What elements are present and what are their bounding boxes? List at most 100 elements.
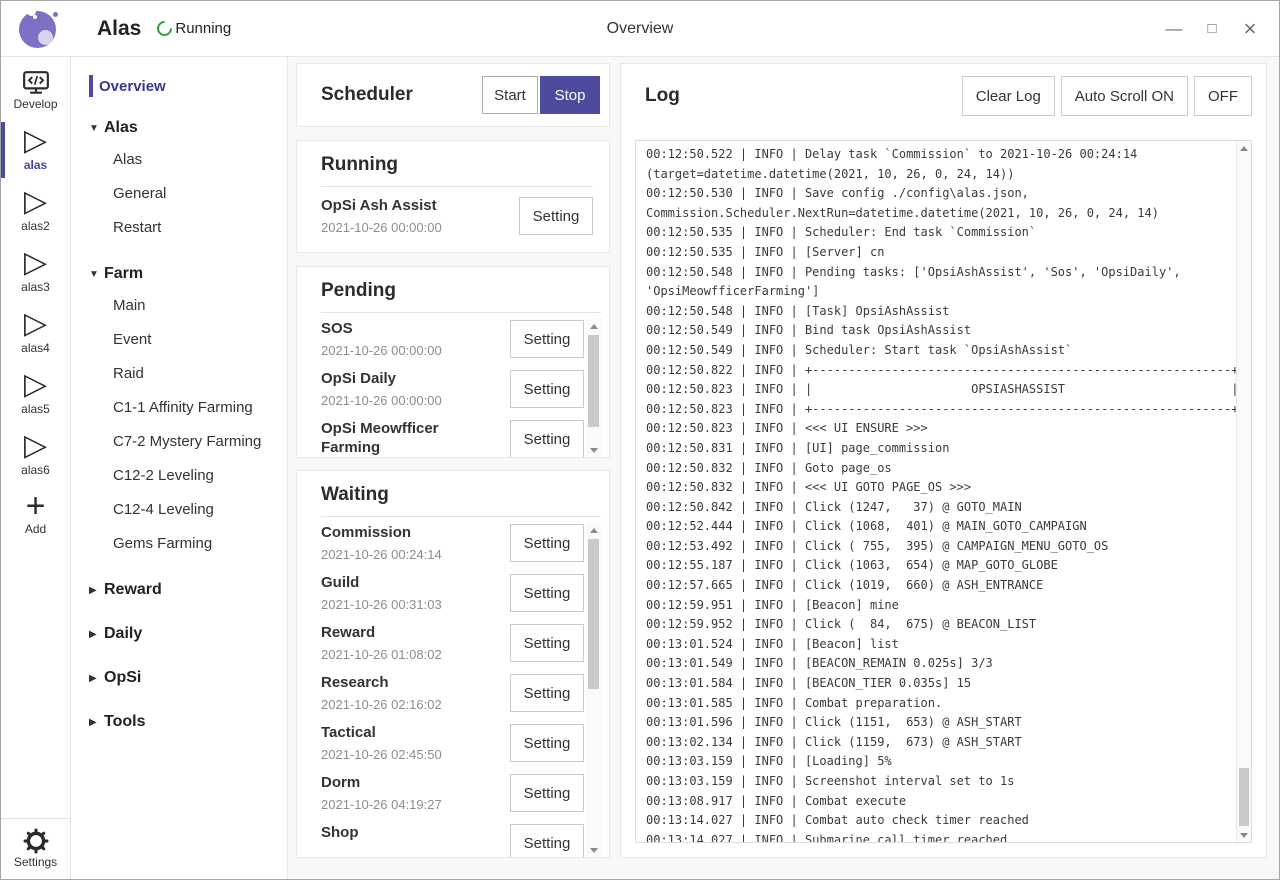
setting-button[interactable]: Setting	[510, 774, 584, 812]
nav-item-event[interactable]: Event	[113, 331, 152, 348]
clear-log-button[interactable]: Clear Log	[961, 76, 1055, 116]
auto-scroll-on-button[interactable]: Auto Scroll ON	[1060, 76, 1188, 116]
start-button[interactable]: Start	[482, 76, 538, 114]
chevron-right-icon: ▶	[89, 672, 97, 684]
rail-item-label: alas	[23, 158, 48, 172]
main-area: Develop ▷ alas ▷ alas2 ▷ alas3 ▷ alas4 ▷…	[1, 57, 1279, 879]
rail-item-add[interactable]: + Add	[1, 488, 70, 542]
task-name: Guild	[321, 574, 360, 591]
waiting-scrollbar[interactable]	[586, 523, 601, 857]
task-row: Reward 2021-10-26 01:08:02 Setting	[321, 623, 584, 673]
waiting-panel: Waiting Commission 2021-10-26 00:24:14 S…	[296, 470, 610, 858]
task-name: SOS	[321, 320, 353, 337]
task-name: Tactical	[321, 724, 376, 741]
nav-section-daily[interactable]: ▶ Daily	[71, 619, 287, 649]
nav-section-label: Farm	[104, 265, 144, 282]
scrollbar-thumb[interactable]	[588, 539, 599, 689]
task-name: OpSi Ash Assist	[321, 197, 437, 214]
nav-item-c1-1-affinity-farming[interactable]: C1-1 Affinity Farming	[113, 399, 253, 416]
app-logo-icon	[17, 6, 61, 51]
running-title: Running	[321, 154, 593, 187]
app-title: Alas	[97, 16, 142, 40]
rail-item-develop[interactable]: Develop	[1, 67, 70, 117]
task-time: 2021-10-26 00:31:03	[321, 597, 442, 612]
nav-section-label: OpSi	[104, 669, 142, 686]
nav-item-c7-2-mystery-farming[interactable]: C7-2 Mystery Farming	[113, 433, 262, 450]
setting-button[interactable]: Setting	[519, 197, 593, 235]
nav-item-c12-2-leveling[interactable]: C12-2 Leveling	[113, 467, 214, 484]
task-time: 2021-10-26 00:00:00	[321, 393, 442, 408]
chevron-right-icon: ▶	[89, 584, 97, 596]
nav-section-alas[interactable]: ▼ Alas	[71, 113, 287, 143]
setting-button[interactable]: Setting	[510, 370, 584, 408]
nav-item-gems-farming[interactable]: Gems Farming	[113, 535, 213, 552]
pending-scrollbar[interactable]	[586, 319, 601, 457]
scroll-down-icon[interactable]	[1237, 828, 1251, 842]
setting-button[interactable]: Setting	[510, 824, 584, 857]
log-output: 00:12:50.522 | INFO | Delay task `Commis…	[646, 147, 1236, 842]
waiting-title: Waiting	[321, 484, 601, 517]
task-name: Dorm	[321, 774, 361, 791]
minimize-icon[interactable]: —	[1159, 14, 1189, 44]
rail-item-alas6[interactable]: ▷ alas6	[1, 427, 70, 483]
nav-item-c12-4-leveling[interactable]: C12-4 Leveling	[113, 501, 214, 518]
nav-section-farm[interactable]: ▼ Farm	[71, 259, 287, 289]
scroll-down-icon[interactable]	[586, 443, 601, 457]
task-name: Reward	[321, 624, 376, 641]
auto-scroll-off-button[interactable]: OFF	[1194, 76, 1252, 116]
task-name: OpSi Meowfficer Farming	[321, 420, 439, 456]
pending-task-list: SOS 2021-10-26 00:00:00 Setting OpSi Dai…	[321, 319, 584, 457]
nav-section-opsi[interactable]: ▶ OpSi	[71, 663, 287, 693]
active-indicator	[89, 75, 93, 97]
rail-item-alas4[interactable]: ▷ alas4	[1, 305, 70, 361]
log-scrollbar[interactable]	[1236, 141, 1251, 842]
setting-button[interactable]: Setting	[510, 624, 584, 662]
setting-button[interactable]: Setting	[510, 420, 584, 457]
dashboard-column: Scheduler Start Stop Running OpSi Ash As…	[296, 63, 610, 859]
play-icon: ▷	[23, 429, 48, 462]
task-name: Commission	[321, 524, 412, 541]
rail-item-settings[interactable]: Settings	[1, 818, 70, 879]
nav-item-main[interactable]: Main	[113, 297, 146, 314]
nav-item-general[interactable]: General	[113, 185, 167, 202]
setting-button[interactable]: Setting	[510, 724, 584, 762]
task-row: Tactical 2021-10-26 02:45:50 Setting	[321, 723, 584, 773]
nav-item-restart[interactable]: Restart	[113, 219, 162, 236]
nav-item-alas[interactable]: Alas	[113, 151, 143, 168]
task-row: Dorm 2021-10-26 04:19:27 Setting	[321, 773, 584, 823]
setting-button[interactable]: Setting	[510, 574, 584, 612]
rail-item-alas5[interactable]: ▷ alas5	[1, 366, 70, 422]
task-time: 2021-10-26 04:19:27	[321, 797, 442, 812]
nav-item-raid[interactable]: Raid	[113, 365, 144, 382]
rail-item-label: alas4	[21, 341, 50, 355]
scroll-down-icon[interactable]	[586, 843, 601, 857]
rail-item-alas2[interactable]: ▷ alas2	[1, 183, 70, 239]
task-row: Research 2021-10-26 02:16:02 Setting	[321, 673, 584, 723]
task-row: SOS 2021-10-26 00:00:00 Setting	[321, 319, 584, 369]
rail-item-label: alas5	[21, 402, 50, 416]
setting-button[interactable]: Setting	[510, 524, 584, 562]
scroll-up-icon[interactable]	[586, 523, 601, 537]
rail-item-label: Add	[24, 522, 47, 536]
nav-section-reward[interactable]: ▶ Reward	[71, 575, 287, 605]
nav-section-tools[interactable]: ▶ Tools	[71, 707, 287, 737]
scrollbar-thumb[interactable]	[588, 335, 599, 427]
scroll-up-icon[interactable]	[1237, 141, 1251, 155]
nav-overview[interactable]: Overview	[71, 73, 287, 99]
rail-item-alas3[interactable]: ▷ alas3	[1, 244, 70, 300]
scroll-up-icon[interactable]	[586, 319, 601, 333]
scrollbar-thumb[interactable]	[1239, 768, 1249, 826]
nav-section-label: Daily	[104, 625, 143, 642]
log-header: Log Clear Log Auto Scroll ON OFF	[621, 64, 1266, 128]
rail-item-label: alas6	[21, 463, 50, 477]
instance-rail: Develop ▷ alas ▷ alas2 ▷ alas3 ▷ alas4 ▷…	[1, 57, 71, 879]
maximize-icon[interactable]: □	[1197, 14, 1227, 44]
close-icon[interactable]: ×	[1235, 14, 1265, 44]
stop-button[interactable]: Stop	[540, 76, 600, 114]
nav-section-label: Reward	[104, 581, 162, 598]
rail-item-alas[interactable]: ▷ alas	[1, 122, 70, 178]
task-name: OpSi Daily	[321, 370, 397, 387]
task-row: OpSi Ash Assist 2021-10-26 00:00:00 Sett…	[321, 187, 593, 235]
setting-button[interactable]: Setting	[510, 320, 584, 358]
setting-button[interactable]: Setting	[510, 674, 584, 712]
